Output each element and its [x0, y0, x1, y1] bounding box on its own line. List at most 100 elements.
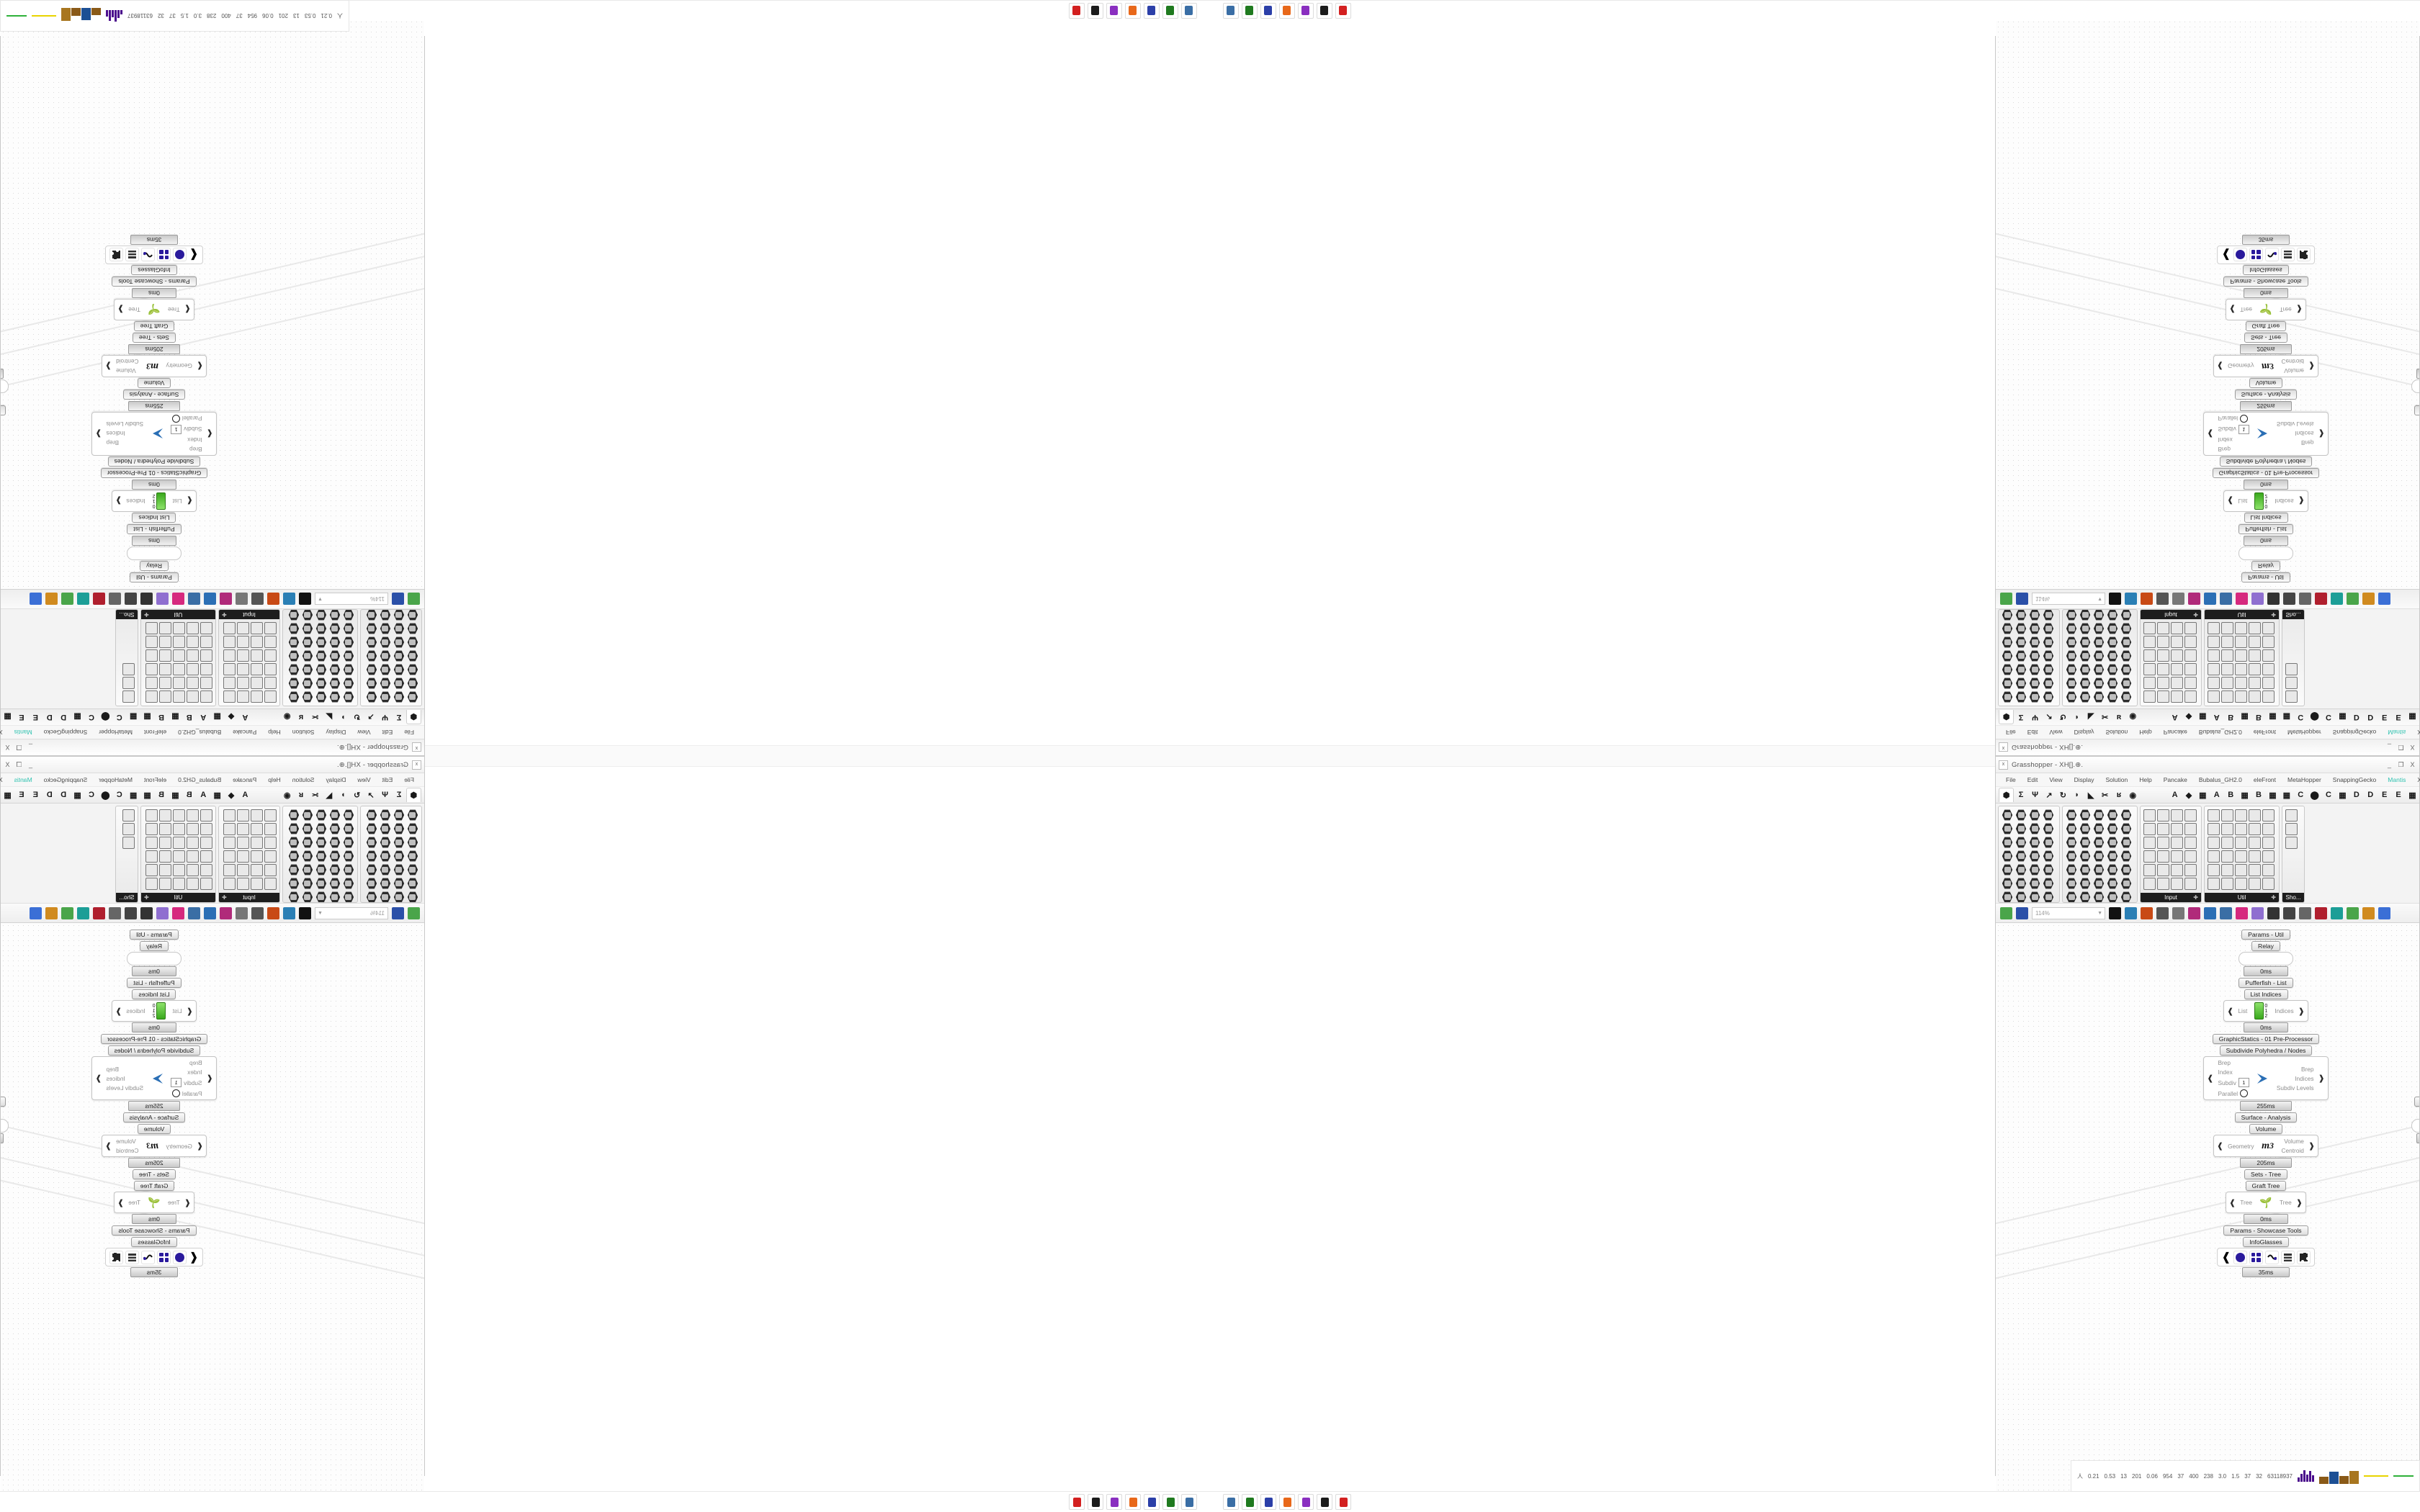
component-button[interactable] — [2143, 622, 2156, 635]
input-pin-icon[interactable]: ❰ — [196, 1142, 204, 1151]
fit-view-icon[interactable] — [299, 906, 311, 919]
component-button[interactable] — [379, 891, 392, 903]
node-input-list[interactable]: List — [172, 498, 182, 505]
component-button[interactable] — [2248, 809, 2261, 822]
node-title[interactable]: Graft Tree — [133, 1181, 175, 1191]
ribbon-tab-sigma-icon[interactable]: Σ — [396, 713, 402, 721]
component-button[interactable] — [2120, 809, 2133, 822]
layout-icon[interactable] — [2204, 593, 2216, 606]
preview-wire-icon[interactable] — [2299, 593, 2311, 606]
rhino-viewport-area[interactable] — [1210, 0, 1995, 724]
widget-blue-icon[interactable] — [2378, 906, 2390, 919]
component-button[interactable] — [223, 809, 236, 822]
balloon-icon[interactable] — [2251, 593, 2264, 606]
component-button[interactable] — [2207, 822, 2220, 835]
component-button[interactable] — [223, 863, 236, 876]
component-button[interactable] — [2015, 850, 2027, 863]
component-button[interactable] — [2220, 649, 2233, 662]
ribbon-tab-e[interactable]: E — [2381, 713, 2388, 721]
floppy-hb-icon[interactable] — [1260, 3, 1276, 19]
component-button[interactable] — [2184, 836, 2197, 849]
menu-item-snappinggecko[interactable]: SnappingGecko — [43, 776, 88, 783]
ribbon-tab-leaf-icon[interactable]: ◆ — [228, 712, 235, 721]
scissors-icon[interactable] — [2267, 593, 2280, 606]
component-button[interactable] — [2156, 822, 2169, 835]
component-button[interactable] — [173, 877, 186, 890]
component-button[interactable] — [301, 822, 314, 835]
component-button[interactable] — [2207, 663, 2220, 676]
output-pin-icon[interactable]: ❱ — [2298, 1007, 2305, 1016]
ribbon-tab-curve-icon[interactable]: ↻ — [2059, 712, 2066, 721]
component-button[interactable] — [2207, 622, 2220, 635]
bw-app-icon[interactable] — [1088, 3, 1103, 19]
ribbon-tab-display-icon[interactable]: ◉ — [2129, 791, 2137, 800]
rhino-viewport-tabrow[interactable] — [1210, 767, 1995, 789]
preview-red-icon[interactable] — [2315, 906, 2327, 919]
input-pin-icon[interactable]: ❰ — [2229, 1198, 2236, 1207]
node-title[interactable]: InfoGlasses — [2243, 1237, 2289, 1247]
component-button[interactable] — [2028, 863, 2041, 876]
rhino-viewport-tabrow[interactable] — [425, 723, 1210, 745]
component-button[interactable] — [145, 863, 158, 876]
component-button[interactable] — [2042, 622, 2055, 635]
component-button[interactable] — [2248, 850, 2261, 863]
preview-shaded-icon[interactable] — [2283, 593, 2295, 606]
chevron-down-icon[interactable]: ▼ — [318, 596, 323, 602]
component-button[interactable] — [287, 690, 300, 703]
component-panel-primitive[interactable]: Primitive✚ — [2062, 609, 2138, 706]
component-button[interactable] — [2065, 677, 2078, 690]
component-button[interactable] — [365, 649, 378, 662]
component-button[interactable] — [365, 836, 378, 849]
component-button[interactable] — [342, 850, 355, 863]
component-button[interactable] — [342, 622, 355, 635]
component-button[interactable] — [2065, 649, 2078, 662]
input-pin-icon[interactable]: ❰ — [189, 248, 199, 261]
component-button[interactable] — [145, 677, 158, 690]
component-button[interactable] — [393, 649, 405, 662]
ribbon-tab-cloud-icon[interactable]: ▦ — [2199, 712, 2207, 721]
widget-orange-icon[interactable] — [2362, 906, 2375, 919]
component-button[interactable] — [379, 677, 392, 690]
infoglasses-toolbar[interactable]: ❰ — [105, 246, 203, 264]
component-button[interactable] — [2092, 663, 2105, 676]
profile-label[interactable]: XH[].⊕. — [0, 729, 9, 737]
menu-item-view[interactable]: View — [2049, 729, 2063, 736]
window-titlebar[interactable]: x Grasshopper - XH[].⊕. _ ❐ X — [1, 739, 424, 755]
node-input-geometry[interactable]: Geometry — [2228, 362, 2254, 370]
node-title[interactable]: Params - Util — [1, 1097, 6, 1107]
ribbon-tab-b[interactable]: B — [158, 791, 164, 799]
profile-label[interactable]: XH[].⊕. — [2411, 729, 2420, 737]
component-button[interactable] — [2106, 677, 2119, 690]
green-terminal-icon[interactable] — [1162, 3, 1178, 19]
canvas-toolbar[interactable]: 114% ▼ — [1, 589, 424, 609]
output-pin-icon[interactable]: ❱ — [2295, 1198, 2303, 1207]
ribbon-tab-leaf-icon[interactable]: ◆ — [2185, 712, 2192, 721]
monitor-icon[interactable] — [1223, 3, 1239, 19]
component-button[interactable] — [328, 863, 341, 876]
menu-item-elefront[interactable]: eleFront — [143, 776, 167, 783]
component-button[interactable] — [173, 622, 186, 635]
component-button[interactable] — [328, 877, 341, 890]
node-title[interactable]: Graft Tree — [2245, 1181, 2287, 1191]
relay-node[interactable] — [1, 1119, 9, 1133]
ribbon-tab-tooth-icon[interactable]: ▦ — [2269, 712, 2277, 721]
component-button[interactable] — [2170, 677, 2183, 690]
menu-item-snappinggecko[interactable]: SnappingGecko — [43, 729, 88, 736]
component-button[interactable] — [2234, 822, 2247, 835]
component-button[interactable] — [301, 863, 314, 876]
node-output-subdiv-levels[interactable]: Subdiv Levels — [106, 1084, 144, 1092]
menu-item-mantis[interactable]: Mantis — [14, 729, 32, 736]
component-button[interactable] — [251, 877, 264, 890]
menu-item-solution[interactable]: Solution — [292, 729, 315, 736]
component-button[interactable] — [122, 677, 135, 690]
component-button[interactable] — [2092, 863, 2105, 876]
component-button[interactable] — [145, 850, 158, 863]
menu-bar[interactable]: File Edit View Display Solution Help Pancake Bu… — [0, 773, 424, 787]
menu-item-file[interactable]: File — [2006, 776, 2016, 783]
ribbon-tab-b[interactable]: B — [2228, 713, 2234, 721]
bw-app-icon[interactable] — [1088, 1494, 1103, 1510]
component-button[interactable] — [301, 636, 314, 649]
